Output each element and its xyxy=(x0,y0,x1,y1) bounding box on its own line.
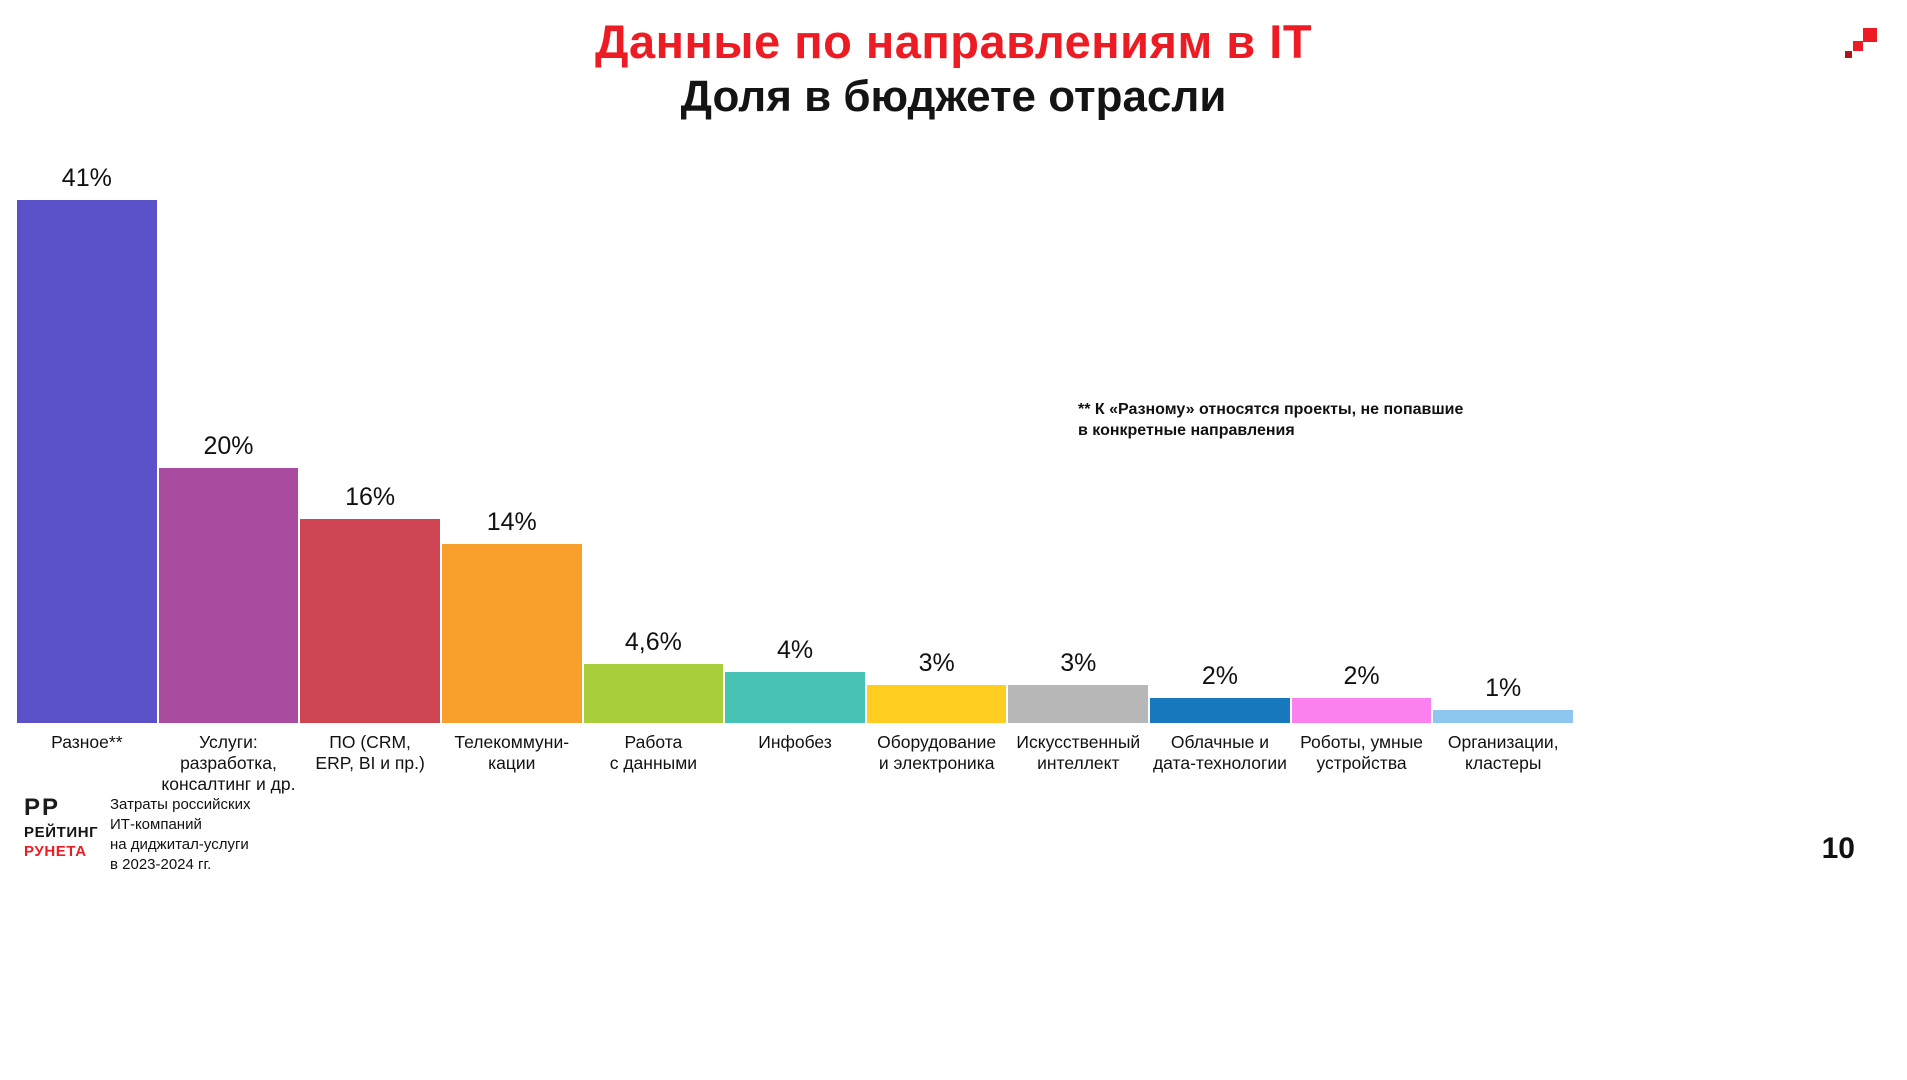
category-label: Оборудование и электроника xyxy=(877,732,997,773)
bar-chart: 41% 20% 16% 14% 4,6% 4% 3% 3% 2% 2% 1% Разное** Усл… xyxy=(17,164,1574,795)
bar-value-label: 2% xyxy=(1343,661,1380,690)
pixel-squares-icon xyxy=(1845,28,1877,58)
bar xyxy=(1433,710,1574,723)
bar-cell: 1% xyxy=(1433,674,1574,723)
bar-value-label: 4% xyxy=(776,636,814,664)
logo-pp-mark: РР xyxy=(24,794,61,821)
category-label: Разное** xyxy=(51,732,123,752)
bar-value-label: 14% xyxy=(486,508,537,537)
bar-value-label: 20% xyxy=(203,431,254,460)
bar-value-label: 3% xyxy=(1060,648,1097,677)
bar-value-label: 16% xyxy=(345,482,396,511)
slide-title: Данные по направлениям в IT xyxy=(594,15,1313,68)
bars-row: 41% 20% 16% 14% 4,6% 4% 3% 3% 2% 2% 1% xyxy=(17,164,1574,723)
bar xyxy=(1291,697,1432,723)
bar-cell: 20% xyxy=(158,431,299,723)
category-label: Услуги: разработка, консалтинг и др. xyxy=(161,732,296,794)
slide-subtitle: Доля в бюджете отрасли xyxy=(680,72,1227,121)
bar-value-label: 3% xyxy=(918,648,955,677)
rating-runeta-logo: РР РЕЙТИНГ РУНЕТА xyxy=(24,794,99,860)
bar xyxy=(158,467,299,723)
bar xyxy=(583,664,724,723)
category-label: Организации, кластеры xyxy=(1447,732,1559,773)
bar xyxy=(1150,697,1290,723)
bar xyxy=(17,200,157,723)
category-label: Облачные и дата-технологии xyxy=(1152,732,1287,773)
bar-cell: 4% xyxy=(725,636,865,723)
bar-value-label: 2% xyxy=(1201,661,1239,690)
category-label: Инфобез xyxy=(758,732,832,752)
bar-cell: 2% xyxy=(1291,661,1432,723)
footnote-annotation: ** К «Разному» относятся проекты, не поп… xyxy=(1078,401,1464,439)
category-label: Искусственный интеллект xyxy=(1016,732,1141,773)
logo-rating-text: РЕЙТИНГ xyxy=(24,824,99,841)
page-number: 10 xyxy=(1821,832,1855,865)
bar-value-label: 4,6% xyxy=(624,628,682,657)
bar-value-label: 41% xyxy=(61,164,112,192)
bar-value-label: 1% xyxy=(1485,674,1522,703)
bar-cell: 41% xyxy=(17,164,157,723)
bar-cell: 3% xyxy=(866,648,1007,723)
bar xyxy=(725,672,865,723)
rating-runeta-mark-icon xyxy=(1841,26,1881,66)
category-label: Роботы, умные устройства xyxy=(1300,732,1424,773)
bar-cell: 4,6% xyxy=(583,628,724,723)
bar xyxy=(300,518,440,723)
category-label: ПО (CRM, ERP, BI и пр.) xyxy=(315,732,425,773)
category-labels-row: Разное** Услуги: разработка, консалтинг и… xyxy=(17,732,1573,795)
bar-cell: 3% xyxy=(1008,648,1149,723)
bar-cell: 14% xyxy=(441,508,582,723)
bar xyxy=(441,544,582,723)
bar-cell: 2% xyxy=(1150,661,1290,723)
source-note: Затраты российских ИТ-компаний на диджит… xyxy=(110,796,251,873)
bar xyxy=(1008,684,1149,723)
bar-cell: 16% xyxy=(300,483,440,723)
bar xyxy=(866,684,1007,723)
logo-runeta-text: РУНЕТА xyxy=(24,843,87,860)
category-label: Работа с данными xyxy=(609,732,698,773)
category-label: Телекоммуни- кации xyxy=(454,732,570,773)
